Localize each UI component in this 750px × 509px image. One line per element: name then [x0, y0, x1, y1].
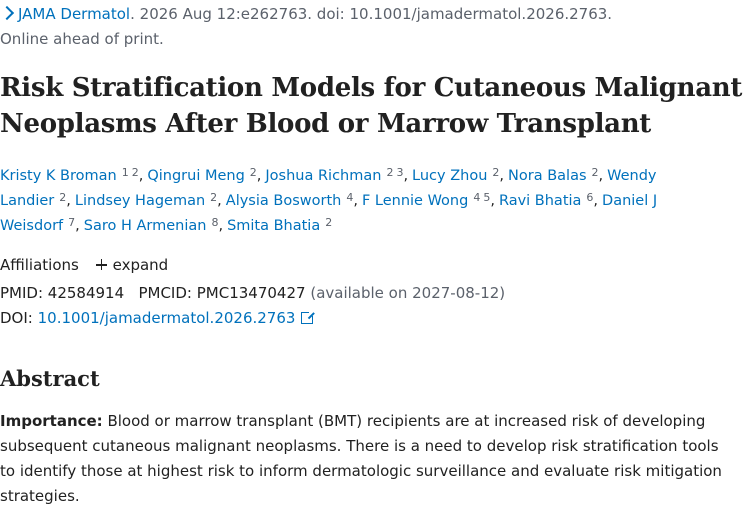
- author-affiliation-numbers: 2: [322, 216, 332, 229]
- citation-line: JAMA Dermatol. 2026 Aug 12:e262763. doi:…: [0, 4, 612, 25]
- external-link-icon: [301, 310, 316, 324]
- author-affiliation-numbers: 2: [247, 166, 257, 179]
- author-link[interactable]: Saro H Armenian: [83, 218, 207, 234]
- author-separator: ,: [218, 218, 224, 234]
- affiliation-number[interactable]: 4: [346, 191, 354, 204]
- affiliation-number[interactable]: 2: [325, 216, 333, 229]
- author-separator: ,: [403, 168, 409, 184]
- affiliation-number[interactable]: 7: [68, 216, 76, 229]
- author-separator: ,: [598, 168, 604, 184]
- author-link[interactable]: Kristy K Broman: [0, 168, 117, 184]
- importance-text: Blood or marrow transplant (BMT) recipie…: [0, 412, 722, 505]
- affiliation-number[interactable]: 8: [211, 216, 219, 229]
- author-separator: ,: [217, 193, 222, 209]
- author-separator: ,: [75, 218, 80, 234]
- author-link[interactable]: Lindsey Hageman: [74, 193, 206, 209]
- pmcid-label: PMCID:: [138, 284, 192, 302]
- affiliation-number[interactable]: 2: [131, 166, 139, 179]
- author-separator: ,: [499, 168, 505, 184]
- author-affiliation-numbers: 8: [208, 216, 218, 229]
- author-link[interactable]: Daniel J Weisdorf: [0, 193, 658, 234]
- author-affiliation-numbers: 4: [343, 191, 353, 204]
- abstract-heading: Abstract: [0, 366, 100, 391]
- doi-label: DOI:: [0, 309, 33, 327]
- affiliation-number[interactable]: 2: [386, 166, 394, 179]
- author-link[interactable]: F Lennie Wong: [361, 193, 469, 209]
- author-affiliation-numbers: 7: [65, 216, 75, 229]
- author-list: Kristy K Broman 1 2, Qingrui Meng 2, Joshua R…: [0, 164, 745, 239]
- author-separator: ,: [353, 193, 358, 209]
- author-link[interactable]: Wendy Landier: [0, 168, 657, 209]
- author-affiliation-numbers: 2: [489, 166, 499, 179]
- doi-link[interactable]: 10.1001/jamadermatol.2026.2763: [37, 309, 316, 327]
- affiliation-number[interactable]: 4: [473, 191, 481, 204]
- affiliation-number[interactable]: 1: [121, 166, 129, 179]
- author-link[interactable]: Joshua Richman: [265, 168, 382, 184]
- author-separator: ,: [256, 168, 262, 184]
- author-affiliation-numbers: 2: [207, 191, 217, 204]
- author-separator: ,: [138, 168, 144, 184]
- author-affiliation-numbers: 2: [56, 191, 66, 204]
- pmid-value: 42584914: [47, 284, 125, 302]
- author-separator: ,: [490, 193, 495, 209]
- affiliation-number[interactable]: 2: [591, 166, 599, 179]
- expand-affiliations-button[interactable]: expand: [112, 256, 169, 274]
- author-separator: ,: [66, 193, 71, 209]
- author-link[interactable]: Alysia Bosworth: [225, 193, 342, 209]
- author-link[interactable]: Smita Bhatia: [227, 218, 321, 234]
- author-link[interactable]: Qingrui Meng: [147, 168, 245, 184]
- author-affiliation-numbers: 6: [583, 191, 593, 204]
- affiliation-number[interactable]: 2: [59, 191, 67, 204]
- article-title: Risk Stratification Models for Cutaneous…: [0, 73, 743, 139]
- affiliation-number[interactable]: 3: [396, 166, 404, 179]
- citation-details: . 2026 Aug 12:e262763. doi: 10.1001/jama…: [130, 5, 613, 23]
- author-link[interactable]: Lucy Zhou: [412, 168, 488, 184]
- chevron-right-icon[interactable]: [0, 5, 15, 21]
- author-link[interactable]: Nora Balas: [508, 168, 587, 184]
- affiliation-number[interactable]: 5: [483, 191, 491, 204]
- pmc-availability: (available on 2027-08-12): [310, 284, 506, 302]
- pmid-label: PMID:: [0, 284, 44, 302]
- plus-icon[interactable]: [95, 259, 107, 270]
- affiliations-row: Affiliations expand: [0, 255, 168, 276]
- affiliation-number[interactable]: 2: [210, 191, 218, 204]
- doi-value: 10.1001/jamadermatol.2026.2763: [37, 309, 296, 327]
- importance-label: Importance:: [0, 412, 103, 430]
- author-separator: ,: [593, 193, 599, 209]
- affiliations-label: Affiliations: [0, 256, 79, 274]
- author-affiliation-numbers: 2: [589, 166, 599, 179]
- journal-link[interactable]: JAMA Dermatol: [18, 5, 131, 23]
- publication-status: Online ahead of print.: [0, 30, 164, 48]
- affiliation-number[interactable]: 6: [586, 191, 594, 204]
- affiliation-number[interactable]: 2: [492, 166, 500, 179]
- affiliation-number[interactable]: 2: [249, 166, 257, 179]
- doi-row: DOI: 10.1001/jamadermatol.2026.2763: [0, 308, 316, 329]
- importance-paragraph: Importance: Blood or marrow transplant (…: [0, 409, 730, 509]
- pmcid-value: PMC13470427: [196, 284, 306, 302]
- identifiers-row: PMID: 42584914 PMCID: PMC13470427 (avail…: [0, 283, 505, 304]
- author-link[interactable]: Ravi Bhatia: [498, 193, 582, 209]
